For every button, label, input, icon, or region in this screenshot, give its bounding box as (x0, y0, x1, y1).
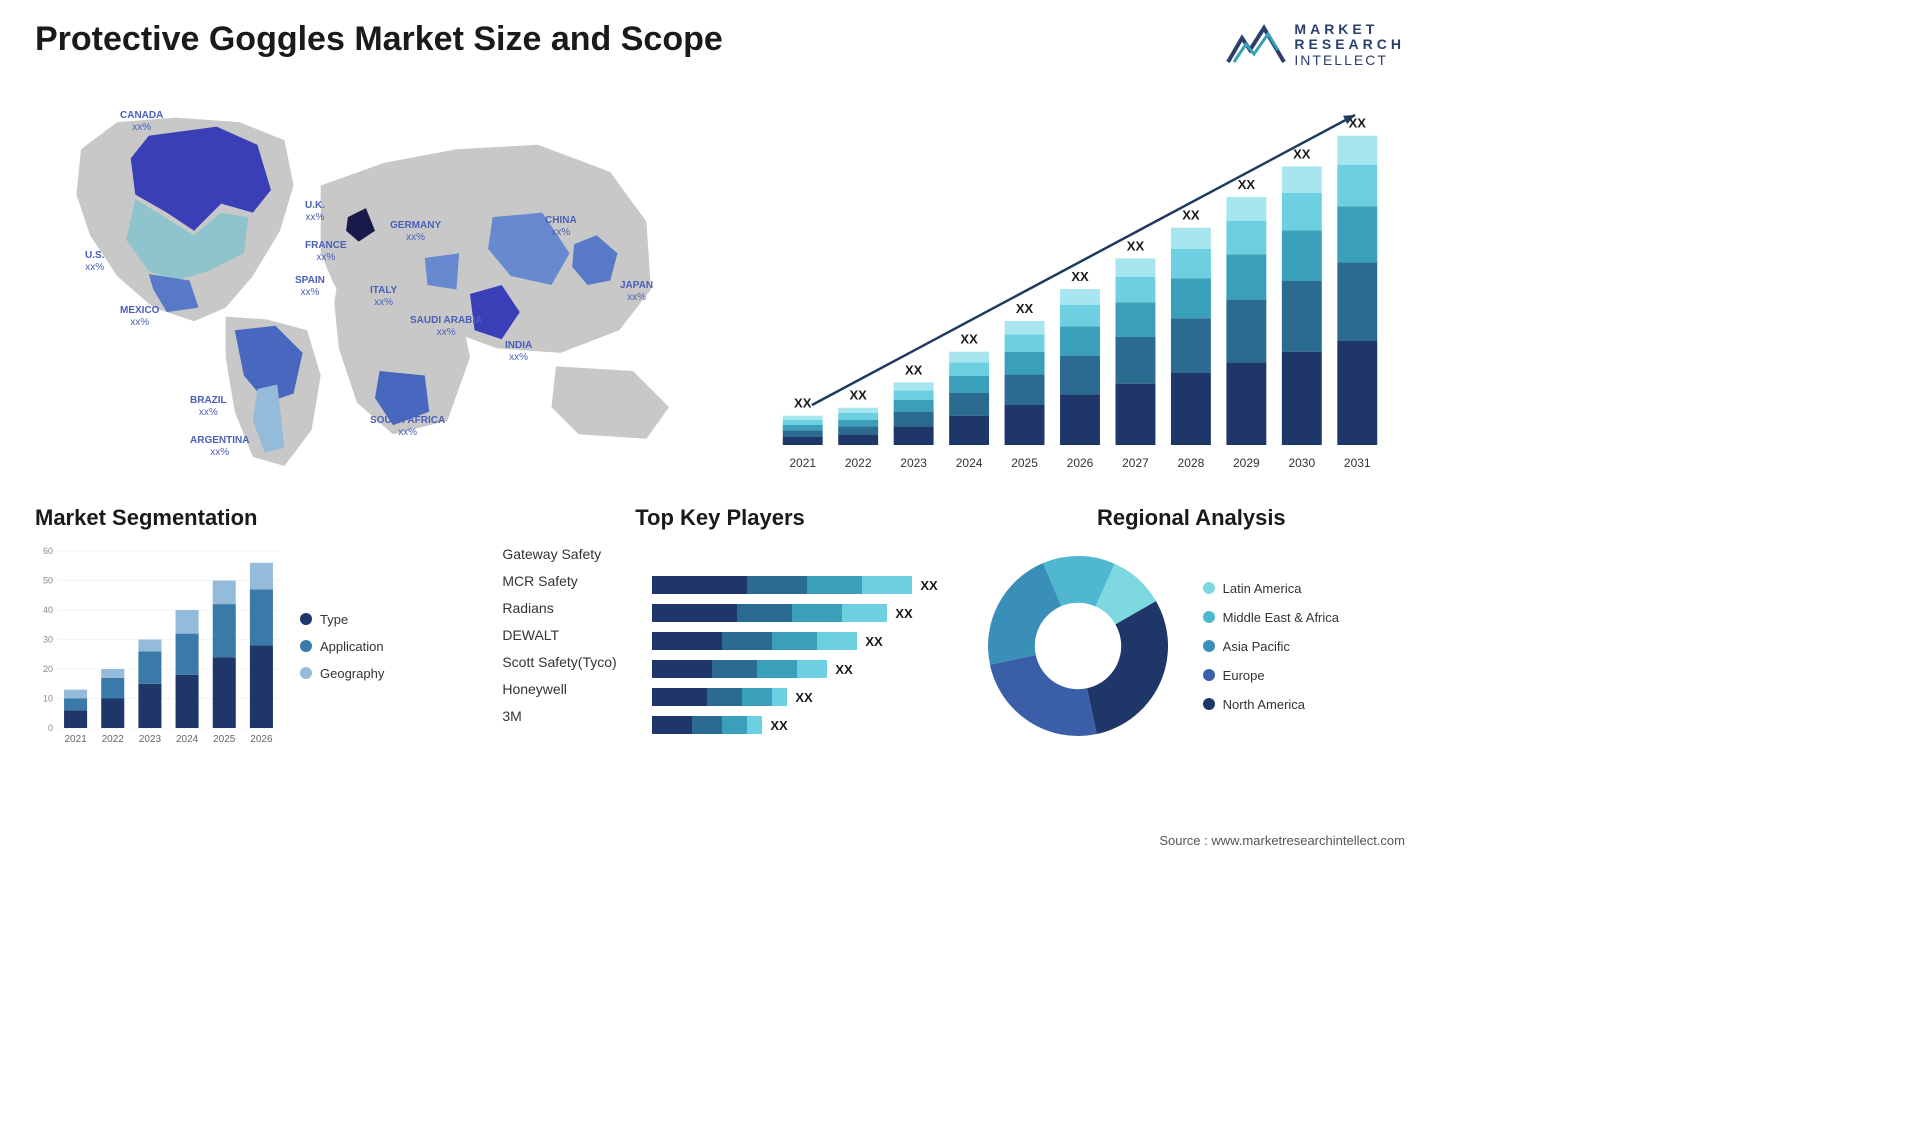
svg-text:2030: 2030 (1288, 456, 1315, 470)
player-name: Radians (502, 600, 642, 619)
svg-text:2024: 2024 (956, 456, 983, 470)
svg-text:2026: 2026 (1067, 456, 1094, 470)
map-label: U.S.xx% (85, 250, 104, 274)
player-name: DEWALT (502, 627, 642, 646)
svg-text:20: 20 (43, 664, 53, 674)
source-label: Source : www.marketresearchintellect.com (1159, 833, 1405, 848)
logo-line1: MARKET (1294, 22, 1405, 37)
map-label: CHINAxx% (545, 215, 577, 239)
player-bar-row: XX (652, 716, 937, 734)
svg-text:0: 0 (48, 723, 53, 733)
player-name: 3M (502, 708, 642, 727)
growth-chart: XX 2021 XX 2022 XX 2023 XX 2024 XX 2025 XX 2026 XX 20… (735, 95, 1405, 475)
logo-icon (1226, 20, 1286, 70)
map-label: BRAZILxx% (190, 395, 227, 419)
svg-text:2022: 2022 (845, 456, 872, 470)
player-bar-row: XX (652, 576, 937, 594)
svg-text:XX: XX (905, 362, 923, 377)
map-label: CANADAxx% (120, 110, 163, 134)
player-name: Gateway Safety (502, 546, 642, 565)
map-label: SAUDI ARABIAxx% (410, 315, 482, 339)
svg-text:50: 50 (43, 576, 53, 586)
map-label: ARGENTINAxx% (190, 435, 249, 459)
legend-item: Type (300, 612, 384, 627)
regional-title: Regional Analysis (978, 505, 1405, 531)
svg-text:2026: 2026 (250, 734, 273, 745)
map-label: U.K.xx% (305, 200, 325, 224)
map-label: SOUTH AFRICAxx% (370, 415, 445, 439)
svg-text:XX: XX (850, 388, 868, 403)
segmentation-title: Market Segmentation (35, 505, 462, 531)
player-bar-row: XX (652, 632, 937, 650)
svg-text:XX: XX (1238, 177, 1256, 192)
players-names: Gateway Safety MCR Safety Radians DEWALT Sco… (502, 546, 642, 734)
svg-text:XX: XX (1182, 208, 1200, 223)
player-name: MCR Safety (502, 573, 642, 592)
svg-text:2031: 2031 (1344, 456, 1371, 470)
svg-text:10: 10 (43, 694, 53, 704)
growth-bars-svg: XX 2021 XX 2022 XX 2023 XX 2024 XX 2025 XX 2026 XX 20… (735, 95, 1395, 475)
svg-text:2029: 2029 (1233, 456, 1260, 470)
svg-text:XX: XX (1293, 146, 1311, 161)
svg-text:2022: 2022 (102, 734, 125, 745)
map-label: ITALYxx% (370, 285, 397, 309)
svg-text:XX: XX (1349, 116, 1367, 131)
svg-text:2028: 2028 (1178, 456, 1205, 470)
svg-text:XX: XX (1127, 238, 1145, 253)
legend-item: Europe (1203, 668, 1339, 683)
player-name: Honeywell (502, 681, 642, 700)
map-label: INDIAxx% (505, 340, 532, 364)
legend-item: Middle East & Africa (1203, 610, 1339, 625)
map-label: GERMANYxx% (390, 220, 441, 244)
svg-text:2027: 2027 (1122, 456, 1149, 470)
players-bars: XX XX XX XX XX XX (652, 546, 937, 734)
map-label: JAPANxx% (620, 280, 653, 304)
player-name: Scott Safety(Tyco) (502, 654, 642, 673)
svg-text:2021: 2021 (64, 734, 87, 745)
svg-text:2023: 2023 (139, 734, 162, 745)
legend-item: Asia Pacific (1203, 639, 1339, 654)
player-bar-row (652, 548, 937, 566)
svg-text:XX: XX (1016, 301, 1034, 316)
legend-item: Geography (300, 666, 384, 681)
legend-item: Latin America (1203, 581, 1339, 596)
map-label: MEXICOxx% (120, 305, 159, 329)
svg-text:2023: 2023 (900, 456, 927, 470)
svg-text:2025: 2025 (1011, 456, 1038, 470)
svg-text:40: 40 (43, 605, 53, 615)
svg-text:2024: 2024 (176, 734, 199, 745)
map-label: FRANCExx% (305, 240, 347, 264)
logo-line3: INTELLECT (1294, 53, 1405, 68)
world-map: CANADAxx% U.S.xx% MEXICOxx% BRAZILxx% ARGENT… (35, 95, 715, 475)
svg-text:2021: 2021 (789, 456, 816, 470)
svg-text:XX: XX (960, 332, 978, 347)
page-title: Protective Goggles Market Size and Scope (35, 20, 723, 59)
logo-line2: RESEARCH (1294, 37, 1405, 52)
player-bar-row: XX (652, 660, 937, 678)
segmentation-legend: Type Application Geography (300, 546, 384, 746)
regional-legend: Latin America Middle East & Africa Asia Pa… (1203, 581, 1339, 712)
key-players-title: Top Key Players (502, 505, 937, 531)
svg-text:XX: XX (1071, 269, 1089, 284)
svg-text:30: 30 (43, 635, 53, 645)
donut-chart (978, 546, 1178, 746)
legend-item: North America (1203, 697, 1339, 712)
legend-item: Application (300, 639, 384, 654)
svg-text:60: 60 (43, 546, 53, 556)
svg-text:XX: XX (794, 396, 812, 411)
regional-panel: Regional Analysis Latin America Middle Ea… (978, 505, 1405, 746)
player-bar-row: XX (652, 688, 937, 706)
player-bar-row: XX (652, 604, 937, 622)
map-label: SPAINxx% (295, 275, 325, 299)
segmentation-bars: 0 10 20 30 40 50 60 2021 2022 2023 2024 2025 2026 (35, 546, 285, 746)
key-players-panel: Top Key Players Gateway Safety MCR Safety… (502, 505, 937, 746)
segmentation-panel: Market Segmentation 0 10 20 30 40 50 60 2021 202… (35, 505, 462, 746)
svg-text:2025: 2025 (213, 734, 236, 745)
logo: MARKET RESEARCH INTELLECT (1226, 20, 1405, 70)
